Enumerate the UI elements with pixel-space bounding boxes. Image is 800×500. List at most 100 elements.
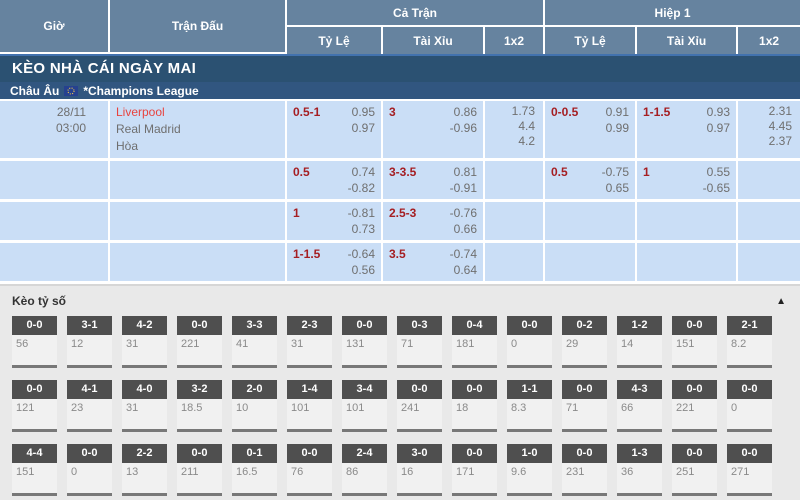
ft-overunder-cell[interactable]: 3-3.5 0.81 -0.91 xyxy=(383,161,485,202)
score-box[interactable]: 2-1 8.2 xyxy=(727,316,772,368)
score-label: 3-3 xyxy=(232,316,277,335)
score-odds-value: 56 xyxy=(12,335,57,368)
score-box[interactable]: 3-1 12 xyxy=(67,316,112,368)
score-box[interactable]: 1-1 8.3 xyxy=(507,380,552,432)
odds-value: 0.86 xyxy=(453,105,477,119)
score-label: 0-1 xyxy=(232,444,277,463)
score-box[interactable]: 0-1 16.5 xyxy=(232,444,277,496)
score-box[interactable]: 0-3 71 xyxy=(397,316,442,368)
score-box[interactable]: 0-0 0 xyxy=(67,444,112,496)
score-label: 3-2 xyxy=(177,380,222,399)
score-box[interactable]: 0-0 221 xyxy=(177,316,222,368)
score-odds-value: 31 xyxy=(287,335,332,368)
score-box[interactable]: 0-0 211 xyxy=(177,444,222,496)
score-box[interactable]: 0-0 151 xyxy=(672,316,717,368)
score-label: 0-0 xyxy=(12,380,57,399)
ft-overunder-cell[interactable]: 3.5 -0.74 0.64 xyxy=(383,243,485,284)
h1-handicap-cell-content: 0-0.5 0.91 0.99 xyxy=(551,104,629,136)
score-label: 1-4 xyxy=(287,380,332,399)
h1-1x2-cell[interactable]: 2.31 4.45 2.37 xyxy=(738,101,800,161)
score-box[interactable]: 0-0 171 xyxy=(452,444,497,496)
score-row: 0-0 56 3-1 12 4-2 31 0-0 221 3-3 41 2-3 31 0-0 131 0-3… xyxy=(12,316,800,368)
odds-value: 0.81 xyxy=(453,165,477,179)
h1-overunder-cell[interactable]: 1 0.55 -0.65 xyxy=(637,161,738,202)
score-box[interactable]: 3-0 16 xyxy=(397,444,442,496)
score-odds-value: 0 xyxy=(67,463,112,496)
score-box[interactable]: 0-4 181 xyxy=(452,316,497,368)
score-odds-value: 151 xyxy=(672,335,717,368)
score-odds-value: 71 xyxy=(397,335,442,368)
score-box[interactable]: 0-0 221 xyxy=(672,380,717,432)
match-time-cell xyxy=(0,202,110,243)
score-odds-value: 36 xyxy=(617,463,662,496)
score-box[interactable]: 0-0 131 xyxy=(342,316,387,368)
handicap-line: 3 xyxy=(389,105,396,119)
odds-value: -0.76 xyxy=(449,206,477,220)
odds-values: 0.95 0.97 xyxy=(352,104,375,136)
score-box[interactable]: 4-1 23 xyxy=(67,380,112,432)
score-box[interactable]: 4-3 66 xyxy=(617,380,662,432)
odds-value: -0.65 xyxy=(702,181,730,195)
score-box[interactable]: 1-0 9.6 xyxy=(507,444,552,496)
ft-overunder-cell[interactable]: 2.5-3 -0.76 0.66 xyxy=(383,202,485,243)
score-odds-value: 131 xyxy=(342,335,387,368)
collapse-icon[interactable]: ▲ xyxy=(776,295,786,307)
ft-overunder-cell-content: 2.5-3 -0.76 0.66 xyxy=(389,205,477,237)
score-box[interactable]: 4-0 31 xyxy=(122,380,167,432)
score-box[interactable]: 0-0 271 xyxy=(727,444,772,496)
ft-1x2-cell[interactable]: 1.73 4.4 4.2 xyxy=(485,101,545,161)
score-label: 2-4 xyxy=(342,444,387,463)
ft-handicap-cell[interactable]: 1 -0.81 0.73 xyxy=(287,202,383,243)
h1-overunder-cell[interactable]: 1-1.5 0.93 0.97 xyxy=(637,101,738,161)
score-label: 0-0 xyxy=(177,316,222,335)
score-label: 0-0 xyxy=(507,316,552,335)
score-box[interactable]: 4-4 151 xyxy=(12,444,57,496)
ft-overunder-cell[interactable]: 3 0.86 -0.96 xyxy=(383,101,485,161)
score-box[interactable]: 2-3 31 xyxy=(287,316,332,368)
score-box[interactable]: 0-2 29 xyxy=(562,316,607,368)
odds-value: -0.81 xyxy=(347,206,375,220)
ft-handicap-cell[interactable]: 1-1.5 -0.64 0.56 xyxy=(287,243,383,284)
score-box[interactable]: 1-4 101 xyxy=(287,380,332,432)
score-odds-value: 71 xyxy=(562,399,607,432)
ft-handicap-cell[interactable]: 0.5-1 0.95 0.97 xyxy=(287,101,383,161)
odds-table: 28/11 03:00 Liverpool Real Madrid Hòa 0.5-1 0.… xyxy=(0,101,800,284)
score-box[interactable]: 0-0 251 xyxy=(672,444,717,496)
score-odds-value: 231 xyxy=(562,463,607,496)
score-box[interactable]: 0-0 0 xyxy=(727,380,772,432)
score-label: 3-4 xyxy=(342,380,387,399)
score-box[interactable]: 0-0 241 xyxy=(397,380,442,432)
score-box[interactable]: 0-0 56 xyxy=(12,316,57,368)
odds-value: 0.97 xyxy=(706,121,730,135)
score-box[interactable]: 3-3 41 xyxy=(232,316,277,368)
score-label: 0-0 xyxy=(177,444,222,463)
score-box[interactable]: 2-2 13 xyxy=(122,444,167,496)
score-odds-value: 14 xyxy=(617,335,662,368)
match-teams-cell xyxy=(110,202,287,243)
score-odds-value: 0 xyxy=(727,399,772,432)
col-header-h1-overunder: Tài Xỉu xyxy=(637,27,739,54)
score-box[interactable]: 1-2 14 xyxy=(617,316,662,368)
odds-value: 0.97 xyxy=(351,121,375,135)
match-time-cell: 28/11 03:00 xyxy=(0,101,110,161)
score-box[interactable]: 2-0 10 xyxy=(232,380,277,432)
score-box[interactable]: 4-2 31 xyxy=(122,316,167,368)
score-label: 4-1 xyxy=(67,380,112,399)
odds-row: 1-1.5 -0.64 0.56 3.5 -0.74 0.64 xyxy=(0,243,800,284)
h1-handicap-cell[interactable]: 0.5 -0.75 0.65 xyxy=(545,161,637,202)
score-box[interactable]: 0-0 231 xyxy=(562,444,607,496)
score-box[interactable]: 1-3 36 xyxy=(617,444,662,496)
score-box[interactable]: 0-0 121 xyxy=(12,380,57,432)
score-box[interactable]: 0-0 0 xyxy=(507,316,552,368)
score-box[interactable]: 0-0 71 xyxy=(562,380,607,432)
score-label: 0-4 xyxy=(452,316,497,335)
score-box[interactable]: 0-0 76 xyxy=(287,444,332,496)
score-box[interactable]: 2-4 86 xyxy=(342,444,387,496)
league-bar[interactable]: Châu Âu *Champions League xyxy=(0,82,800,101)
score-box[interactable]: 0-0 18 xyxy=(452,380,497,432)
h1-handicap-cell[interactable]: 0-0.5 0.91 0.99 xyxy=(545,101,637,161)
score-box[interactable]: 3-2 18.5 xyxy=(177,380,222,432)
col-group-full-time: Cả Trận xyxy=(287,0,546,27)
ft-handicap-cell[interactable]: 0.5 0.74 -0.82 xyxy=(287,161,383,202)
score-box[interactable]: 3-4 101 xyxy=(342,380,387,432)
